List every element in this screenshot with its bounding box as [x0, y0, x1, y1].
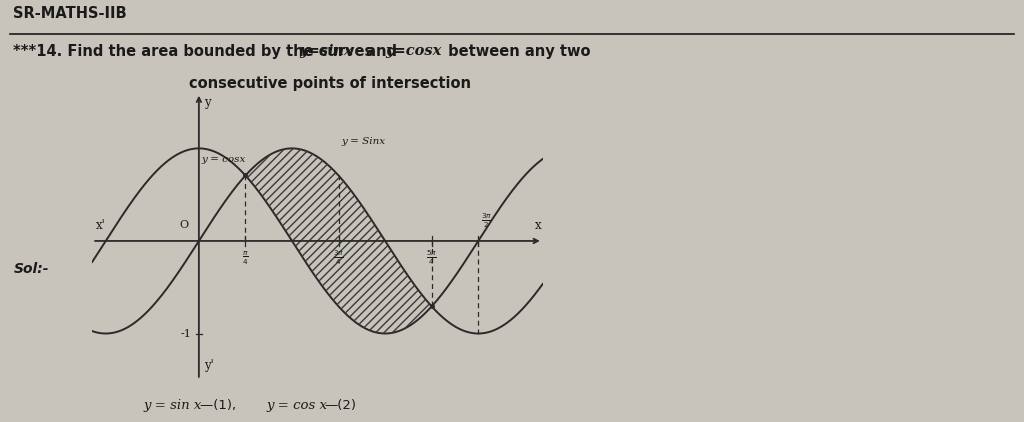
- Text: y=sinx: y=sinx: [299, 44, 353, 58]
- Text: y = cosx: y = cosx: [202, 155, 246, 164]
- Text: y = Sinx: y = Sinx: [341, 137, 385, 146]
- Text: y: y: [204, 96, 210, 108]
- Text: ***14. Find the area bounded by the curves: ***14. Find the area bounded by the curv…: [13, 44, 379, 60]
- Text: $\frac{3\pi}{4}$: $\frac{3\pi}{4}$: [333, 249, 344, 268]
- Text: x: x: [535, 219, 542, 232]
- Text: O: O: [179, 220, 188, 230]
- Text: $\frac{3\pi}{2}$: $\frac{3\pi}{2}$: [481, 212, 493, 230]
- Text: Sol:-: Sol:-: [13, 262, 49, 276]
- Text: and: and: [361, 44, 402, 60]
- Text: consecutive points of intersection: consecutive points of intersection: [189, 76, 471, 91]
- Text: y': y': [204, 360, 213, 372]
- Text: -1: -1: [181, 328, 191, 338]
- Text: —(1),: —(1),: [200, 399, 245, 412]
- Text: $\frac{\pi}{4}$: $\frac{\pi}{4}$: [242, 250, 249, 268]
- Text: between any two: between any two: [443, 44, 591, 60]
- Text: SR-MATHS-IIB: SR-MATHS-IIB: [13, 6, 127, 22]
- Text: x': x': [96, 219, 105, 232]
- Text: y = cos x: y = cos x: [266, 399, 328, 412]
- Text: —(2): —(2): [325, 399, 356, 412]
- Text: y = sin x: y = sin x: [143, 399, 202, 412]
- Text: $\frac{5\pi}{4}$: $\frac{5\pi}{4}$: [426, 249, 437, 268]
- Text: y=cosx: y=cosx: [385, 44, 441, 58]
